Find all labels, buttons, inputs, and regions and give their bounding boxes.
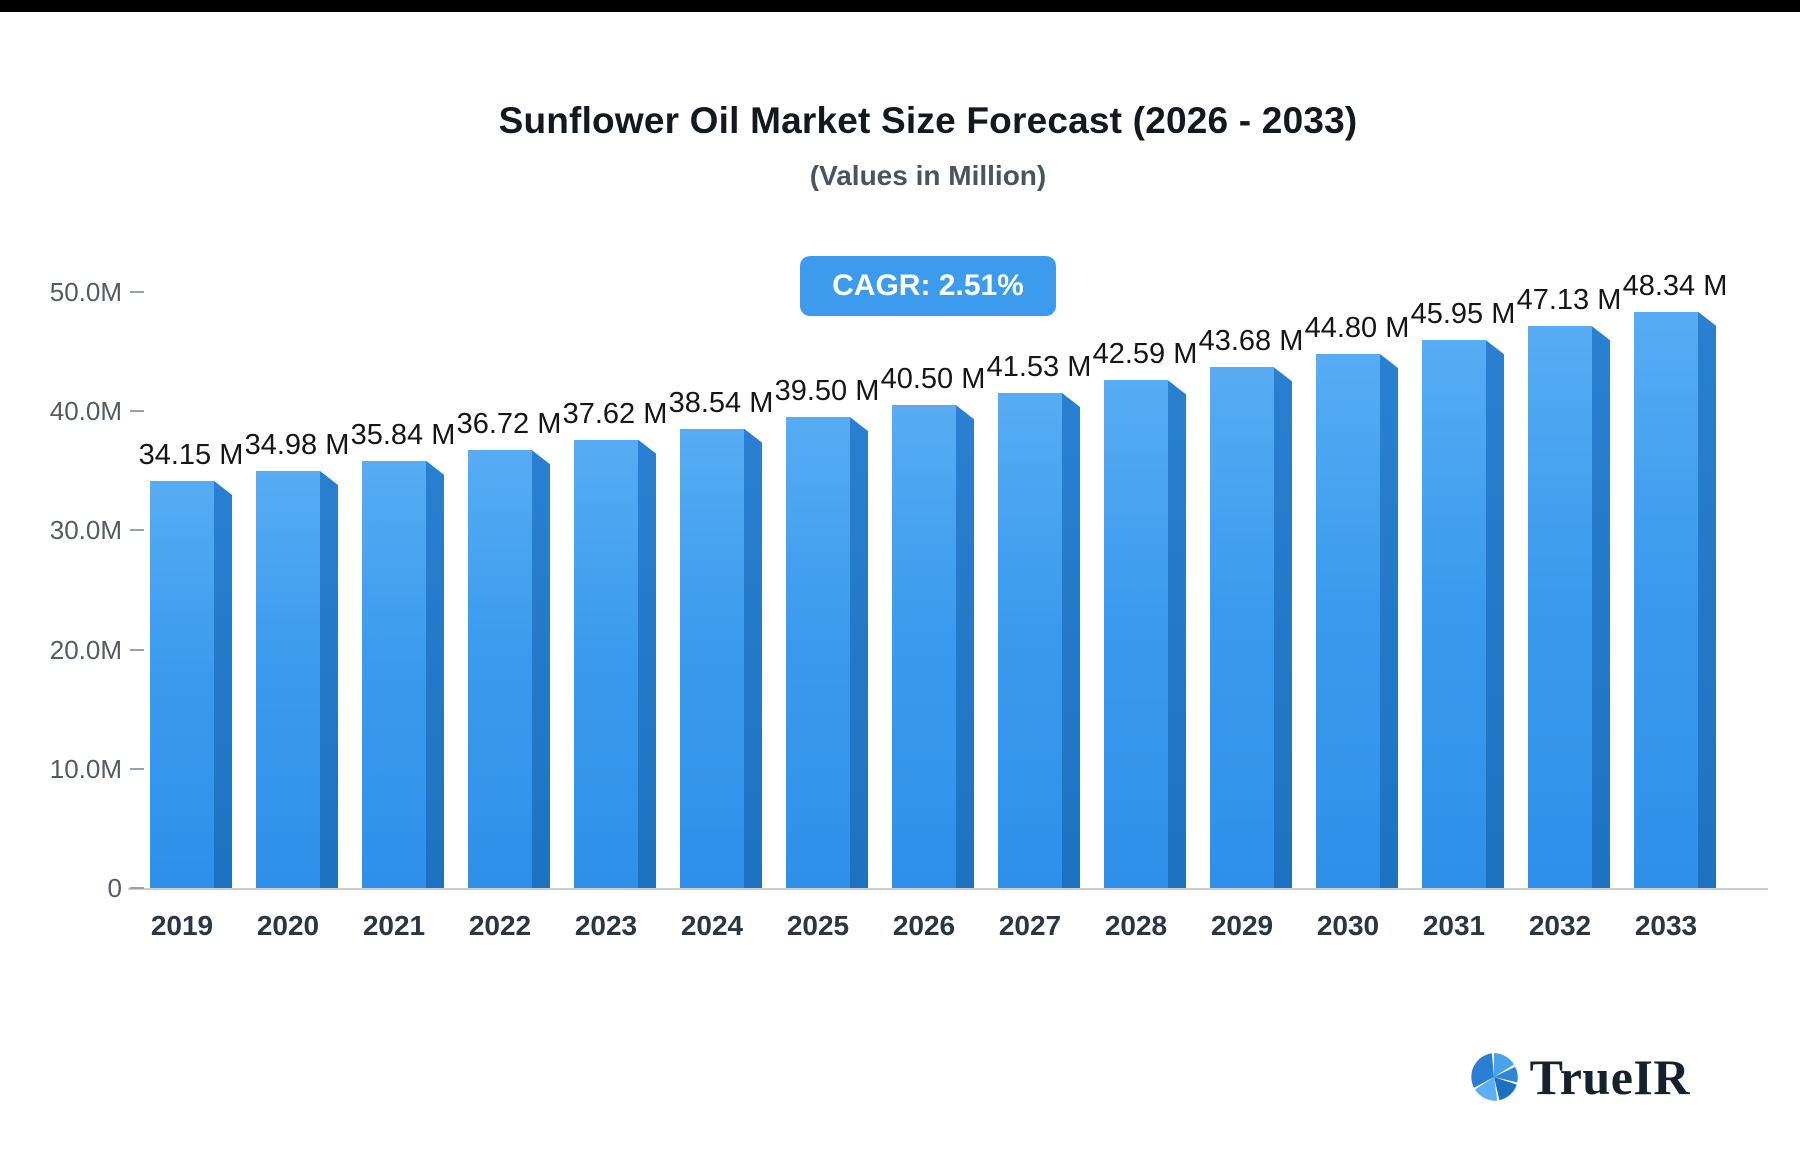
bar-side-2021 bbox=[426, 460, 444, 888]
bar-side-2023 bbox=[638, 439, 656, 888]
top-border-strip bbox=[0, 0, 1800, 12]
x-axis-label-2021: 2021 bbox=[362, 910, 426, 941]
bar-2022 bbox=[468, 450, 532, 888]
x-axis-label-2029: 2029 bbox=[1210, 910, 1274, 941]
x-axis-label-2030: 2030 bbox=[1316, 910, 1380, 941]
x-axis-label-2031: 2031 bbox=[1422, 910, 1486, 941]
bar-value-label: 34.98 M bbox=[244, 429, 350, 462]
bar-value-label: 37.62 M bbox=[562, 397, 668, 430]
bar-2025 bbox=[786, 417, 850, 888]
bar-2027 bbox=[998, 392, 1062, 888]
y-axis-tick-mark bbox=[130, 410, 144, 413]
bar-2029 bbox=[1210, 367, 1274, 888]
bar-value-label: 48.34 M bbox=[1622, 269, 1728, 302]
y-axis-tick-mark bbox=[130, 767, 144, 770]
bar-side-2028 bbox=[1168, 380, 1186, 888]
bar-2023 bbox=[574, 439, 638, 888]
chart-header: Sunflower Oil Market Size Forecast (2026… bbox=[56, 100, 1800, 192]
y-axis-tick-label: 50.0M bbox=[49, 277, 122, 307]
y-axis-tick-label: 20.0M bbox=[49, 634, 122, 665]
bar-value-label: 36.72 M bbox=[456, 408, 562, 441]
brand-logo: TrueIR bbox=[1468, 1048, 1690, 1106]
bar-value-label: 45.95 M bbox=[1410, 298, 1516, 331]
y-axis-tick-label: 40.0M bbox=[49, 396, 122, 427]
brand-logo-text: TrueIR bbox=[1529, 1049, 1690, 1105]
bar-2028 bbox=[1104, 380, 1168, 888]
bar-value-label: 42.59 M bbox=[1092, 338, 1198, 371]
bar-side-2026 bbox=[956, 405, 974, 888]
bar-value-label: 41.53 M bbox=[986, 350, 1092, 383]
y-axis-tick-label: 30.0M bbox=[49, 515, 122, 546]
pie-chart-icon bbox=[1468, 1051, 1520, 1103]
bar-value-label: 44.80 M bbox=[1304, 311, 1410, 344]
bar-side-2033 bbox=[1698, 311, 1716, 888]
bar-side-2031 bbox=[1486, 340, 1504, 888]
bar-2021 bbox=[362, 460, 426, 888]
bar-side-2032 bbox=[1592, 326, 1610, 888]
bar-value-label: 38.54 M bbox=[668, 386, 774, 419]
x-axis-label-2020: 2020 bbox=[256, 910, 320, 941]
x-axis-label-2025: 2025 bbox=[786, 910, 850, 941]
x-axis-label-2033: 2033 bbox=[1634, 910, 1698, 941]
bar-value-label: 43.68 M bbox=[1198, 325, 1304, 358]
bar-side-2029 bbox=[1274, 367, 1292, 888]
bar-side-2030 bbox=[1380, 353, 1398, 888]
x-axis-label-2024: 2024 bbox=[680, 910, 744, 941]
y-axis-tick-label: 10.0M bbox=[49, 753, 122, 784]
cagr-badge-wrap: CAGR: 2.51% bbox=[56, 256, 1800, 316]
bar-value-label: 35.84 M bbox=[350, 418, 456, 451]
chart-subtitle: (Values in Million) bbox=[809, 160, 1047, 191]
bar-2020 bbox=[256, 471, 320, 888]
bar-side-2024 bbox=[744, 428, 762, 888]
bar-2030 bbox=[1316, 353, 1380, 888]
y-axis-tick-mark bbox=[130, 648, 144, 651]
bar-side-2025 bbox=[850, 417, 868, 888]
chart-title: Sunflower Oil Market Size Forecast (2026… bbox=[498, 100, 1358, 141]
bar-value-label: 34.15 M bbox=[138, 438, 244, 471]
bar-value-label: 40.50 M bbox=[880, 363, 986, 396]
bar-2026 bbox=[892, 405, 956, 888]
x-axis-label-2027: 2027 bbox=[998, 910, 1062, 941]
bar-2024 bbox=[680, 428, 744, 888]
x-axis-label-2023: 2023 bbox=[574, 910, 638, 941]
x-axis-label-2026: 2026 bbox=[892, 910, 956, 941]
bar-value-label: 47.13 M bbox=[1516, 284, 1622, 317]
bar-2032 bbox=[1528, 326, 1592, 888]
bar-value-label: 39.50 M bbox=[774, 375, 880, 408]
y-axis-tick-mark bbox=[130, 291, 144, 293]
cagr-badge: CAGR: 2.51% bbox=[800, 256, 1056, 316]
x-axis-label-2032: 2032 bbox=[1528, 910, 1592, 941]
bar-side-2020 bbox=[320, 471, 338, 888]
bar-2033 bbox=[1634, 311, 1698, 888]
y-axis-tick-label: 0 bbox=[107, 873, 122, 903]
bar-2019 bbox=[150, 480, 214, 888]
bar-side-2027 bbox=[1062, 392, 1080, 888]
bar-side-2019 bbox=[214, 480, 232, 888]
bar-side-2022 bbox=[532, 450, 550, 888]
x-axis-label-2028: 2028 bbox=[1104, 910, 1168, 941]
x-axis-label-2022: 2022 bbox=[468, 910, 532, 941]
x-axis-line bbox=[128, 888, 1768, 890]
x-axis-label-2019: 2019 bbox=[150, 910, 214, 941]
y-axis-tick-mark bbox=[130, 529, 144, 532]
y-axis-tick-mark bbox=[130, 887, 144, 889]
bar-2031 bbox=[1422, 340, 1486, 888]
